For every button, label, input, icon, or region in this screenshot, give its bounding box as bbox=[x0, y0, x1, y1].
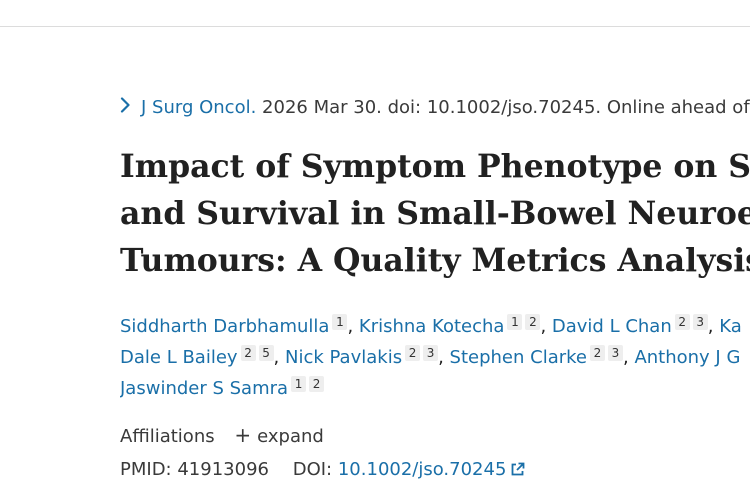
author-link[interactable]: Jaswinder S Samra bbox=[120, 378, 289, 399]
pmid-label: PMID: bbox=[120, 459, 172, 480]
author-link[interactable]: David L Chan bbox=[551, 316, 672, 337]
affiliation-number[interactable]: 3 bbox=[692, 314, 708, 330]
author-link[interactable]: Nick Pavlakis bbox=[285, 347, 403, 368]
external-link-icon bbox=[510, 460, 525, 484]
affiliation-number[interactable]: 2 bbox=[525, 314, 541, 330]
affiliation-number[interactable]: 2 bbox=[674, 314, 690, 330]
title-line-1: Impact of Symptom Phenotype on Surgical … bbox=[120, 148, 750, 185]
affiliation-number[interactable]: 2 bbox=[240, 345, 256, 361]
authors-list: Siddharth Darbhamulla 1, Krishna Kotecha 1… bbox=[120, 311, 750, 404]
doi-value: 10.1002/jso.70245 bbox=[337, 459, 507, 480]
author-link[interactable]: Anthony J G bbox=[634, 347, 741, 368]
author-link[interactable]: Siddharth Darbhamulla bbox=[120, 316, 330, 337]
author-separator: , bbox=[622, 347, 635, 368]
author-link[interactable]: Stephen Clarke bbox=[449, 347, 587, 368]
author-link[interactable]: Krishna Kotecha bbox=[358, 316, 505, 337]
affiliation-number[interactable]: 3 bbox=[423, 345, 439, 361]
author-line: Dale L Bailey 2 5, Nick Pavlakis 2 3, Stephe… bbox=[120, 342, 750, 373]
citation-details: 2026 Mar 30. doi: 10.1002/jso.70245. Onl… bbox=[262, 97, 750, 118]
affiliation-number[interactable]: 3 bbox=[607, 345, 623, 361]
author-separator: , bbox=[540, 316, 552, 337]
title-line-2: and Survival in Small-Bowel Neuroendocri… bbox=[120, 195, 750, 232]
affiliation-number[interactable]: 2 bbox=[405, 345, 421, 361]
affiliations-label: Affiliations bbox=[120, 426, 215, 447]
affiliation-number[interactable]: 1 bbox=[332, 314, 348, 330]
affiliation-number[interactable]: 2 bbox=[589, 345, 605, 361]
journal-link[interactable]: J Surg Oncol. bbox=[141, 97, 257, 118]
author-separator: , bbox=[273, 347, 285, 368]
affiliation-number[interactable]: 1 bbox=[507, 314, 523, 330]
pmid-value: 41913096 bbox=[177, 459, 269, 480]
author-link[interactable]: Dale L Bailey bbox=[120, 347, 238, 368]
chevron-right-icon[interactable] bbox=[120, 94, 133, 113]
affiliation-number[interactable]: 1 bbox=[291, 376, 307, 392]
citation-line: J Surg Oncol. 2026 Mar 30. doi: 10.1002/… bbox=[120, 94, 750, 120]
doi-label: DOI: bbox=[292, 459, 333, 480]
affiliation-number[interactable]: 5 bbox=[258, 345, 274, 361]
expand-label: expand bbox=[257, 426, 324, 447]
author-separator: , bbox=[438, 347, 450, 368]
article-identifiers: PMID: 41913096 DOI: 10.1002/jso.70245 bbox=[120, 458, 525, 484]
affiliations-row: Affiliations + expand bbox=[120, 423, 324, 449]
expand-affiliations-button[interactable]: + expand bbox=[234, 423, 323, 449]
author-link[interactable]: Ka bbox=[719, 316, 742, 337]
author-line: Jaswinder S Samra 1 2 bbox=[120, 373, 750, 404]
header-divider bbox=[0, 26, 750, 27]
plus-icon: + bbox=[234, 423, 252, 447]
doi-link[interactable]: 10.1002/jso.70245 bbox=[338, 459, 526, 480]
article-title: Impact of Symptom Phenotype on Surgical … bbox=[120, 143, 750, 284]
author-separator: , bbox=[347, 316, 359, 337]
affiliation-number[interactable]: 2 bbox=[309, 376, 325, 392]
author-line: Siddharth Darbhamulla 1, Krishna Kotecha 1… bbox=[120, 311, 750, 342]
title-line-3: Tumours: A Quality Metrics Analysis bbox=[120, 242, 750, 279]
author-separator: , bbox=[707, 316, 720, 337]
